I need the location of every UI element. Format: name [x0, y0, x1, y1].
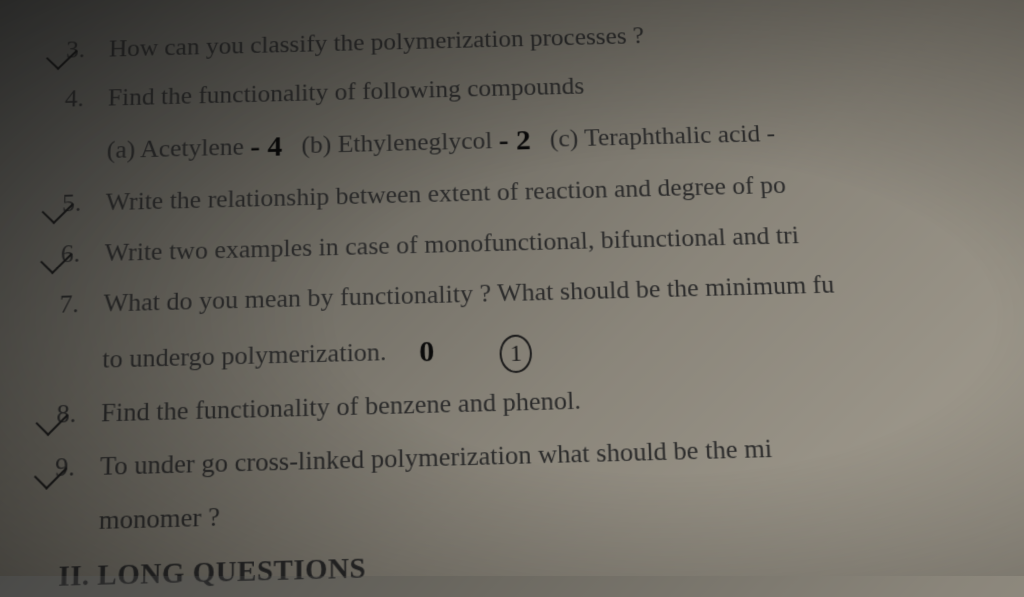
question-text: Write the relationship between extent of… — [105, 161, 996, 220]
circled-annotation: 1 — [500, 334, 533, 373]
question-text: To under go cross-linked polymerization … — [100, 423, 1019, 486]
question-8: 8. Find the functionality of benzene and… — [56, 371, 1014, 434]
question-text: Find the functionality of following comp… — [108, 58, 988, 116]
question-5: 5. Write the relationship between extent… — [62, 161, 997, 221]
handwritten-annotation: - 4 — [250, 126, 282, 168]
question-4: 4. Find the functionality of following c… — [64, 58, 987, 117]
question-text: What do you mean by functionality ? What… — [103, 262, 1005, 323]
option-label: (c) — [549, 121, 579, 158]
option-annotation: - — [766, 119, 776, 147]
option-label: (a) — [106, 132, 135, 169]
handwritten-annotation: 0 — [419, 330, 435, 374]
question-text: How can you classify the polymerization … — [109, 9, 984, 66]
question-number: 8. — [56, 394, 102, 434]
handwritten-annotation: - 2 — [498, 120, 531, 162]
question-text: Find the functionality of benzene and ph… — [101, 371, 1015, 433]
option-label: (b) — [301, 127, 331, 164]
question-3: 3. How can you classify the polymerizati… — [66, 9, 984, 67]
question-4-options: (a) Acetylene - 4 (b) Ethyleneglycol - 2… — [106, 106, 992, 170]
question-7-continuation: to undergo polymerization. 0 1 — [102, 313, 1010, 380]
question-number: 6. — [60, 234, 105, 272]
question-text: Write two examples in case of monofuncti… — [104, 211, 1001, 271]
question-number: 9. — [55, 447, 101, 487]
option-text: Acetylene — [140, 133, 244, 163]
question-9-continuation: monomer ? — [98, 476, 1023, 540]
question-number: 4. — [64, 80, 108, 117]
textbook-page: 3. How can you classify the polymerizati… — [0, 0, 1024, 597]
question-6: 6. Write two examples in case of monofun… — [60, 211, 1001, 272]
question-7: 7. What do you mean by functionality ? W… — [59, 262, 1005, 324]
option-text: Ethyleneglycol — [338, 127, 493, 159]
question-number: 3. — [66, 31, 110, 67]
section-heading: II. LONG QUESTIONS — [58, 534, 1024, 594]
question-number: 7. — [59, 285, 104, 324]
question-9: 9. To under go cross-linked polymerizati… — [55, 423, 1019, 487]
continuation-text: to undergo polymerization. — [102, 337, 387, 374]
continuation-text: monomer ? — [99, 502, 220, 535]
question-number: 5. — [62, 184, 106, 222]
option-text: Teraphthalic acid — [584, 120, 761, 152]
